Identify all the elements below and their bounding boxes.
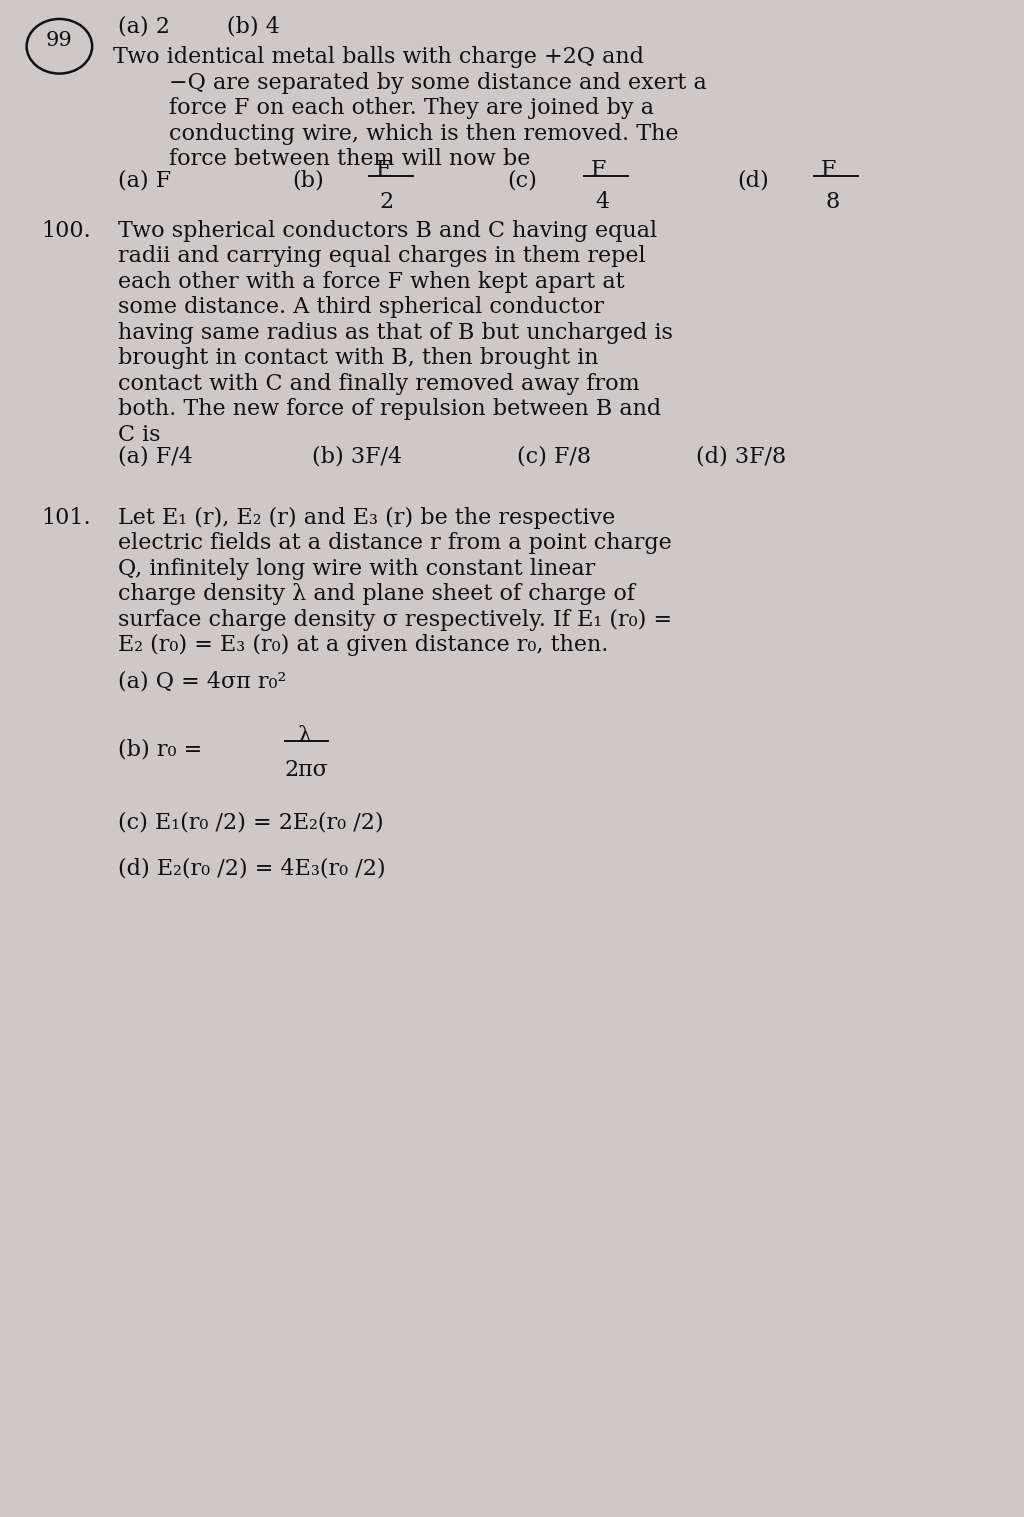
Text: 2: 2 bbox=[380, 191, 394, 214]
Text: contact with C and finally removed away from: contact with C and finally removed away … bbox=[118, 373, 639, 394]
Text: (a) 2        (b) 4: (a) 2 (b) 4 bbox=[118, 17, 280, 38]
Text: (a) F/4: (a) F/4 bbox=[118, 446, 193, 469]
Text: λ: λ bbox=[297, 725, 311, 748]
Text: Q, infinitely long wire with constant linear: Q, infinitely long wire with constant li… bbox=[118, 558, 595, 579]
Text: (c) E₁(r₀ /2) = 2E₂(r₀ /2): (c) E₁(r₀ /2) = 2E₂(r₀ /2) bbox=[118, 812, 383, 834]
Text: (b) r₀ =: (b) r₀ = bbox=[118, 739, 202, 762]
Text: 2πσ: 2πσ bbox=[285, 758, 329, 781]
Text: Let E₁ (r), E₂ (r) and E₃ (r) be the respective: Let E₁ (r), E₂ (r) and E₃ (r) be the res… bbox=[118, 507, 615, 529]
Text: having same radius as that of B but uncharged is: having same radius as that of B but unch… bbox=[118, 322, 673, 344]
Text: 100.: 100. bbox=[41, 220, 91, 243]
Text: radii and carrying equal charges in them repel: radii and carrying equal charges in them… bbox=[118, 246, 645, 267]
Text: −Q are separated by some distance and exert a: −Q are separated by some distance and ex… bbox=[169, 71, 707, 94]
Text: F: F bbox=[591, 159, 606, 182]
Text: (b) 3F/4: (b) 3F/4 bbox=[312, 446, 402, 469]
Text: E₂ (r₀) = E₃ (r₀) at a given distance r₀, then.: E₂ (r₀) = E₃ (r₀) at a given distance r₀… bbox=[118, 634, 608, 657]
Text: (c) F/8: (c) F/8 bbox=[517, 446, 591, 469]
Text: surface charge density σ respectively. If E₁ (r₀) =: surface charge density σ respectively. I… bbox=[118, 608, 672, 631]
Text: (c): (c) bbox=[507, 170, 537, 193]
Text: 8: 8 bbox=[825, 191, 840, 214]
Text: both. The new force of repulsion between B and: both. The new force of repulsion between… bbox=[118, 399, 662, 420]
Text: conducting wire, which is then removed. The: conducting wire, which is then removed. … bbox=[169, 123, 679, 144]
Text: 101.: 101. bbox=[41, 507, 90, 529]
Text: force F on each other. They are joined by a: force F on each other. They are joined b… bbox=[169, 97, 654, 120]
Text: force between them will now be: force between them will now be bbox=[169, 149, 530, 170]
Text: some distance. A third spherical conductor: some distance. A third spherical conduct… bbox=[118, 296, 604, 319]
Text: each other with a force F when kept apart at: each other with a force F when kept apar… bbox=[118, 272, 625, 293]
Text: brought in contact with B, then brought in: brought in contact with B, then brought … bbox=[118, 347, 598, 370]
Text: 4: 4 bbox=[595, 191, 609, 214]
Text: (a) F: (a) F bbox=[118, 170, 171, 193]
Text: Two identical metal balls with charge +2Q and: Two identical metal balls with charge +2… bbox=[113, 46, 644, 68]
Text: (b): (b) bbox=[292, 170, 324, 193]
Text: (d): (d) bbox=[737, 170, 769, 193]
Text: Two spherical conductors B and C having equal: Two spherical conductors B and C having … bbox=[118, 220, 656, 243]
Text: (a) Q = 4σπ r₀²: (a) Q = 4σπ r₀² bbox=[118, 671, 286, 693]
Text: F: F bbox=[821, 159, 837, 182]
Text: electric fields at a distance r from a point charge: electric fields at a distance r from a p… bbox=[118, 532, 672, 554]
Text: 99: 99 bbox=[46, 30, 73, 50]
Text: (d) E₂(r₀ /2) = 4E₃(r₀ /2): (d) E₂(r₀ /2) = 4E₃(r₀ /2) bbox=[118, 857, 385, 880]
Text: C is: C is bbox=[118, 423, 161, 446]
Text: F: F bbox=[376, 159, 391, 182]
Text: charge density λ and plane sheet of charge of: charge density λ and plane sheet of char… bbox=[118, 583, 635, 605]
Text: (d) 3F/8: (d) 3F/8 bbox=[696, 446, 786, 469]
